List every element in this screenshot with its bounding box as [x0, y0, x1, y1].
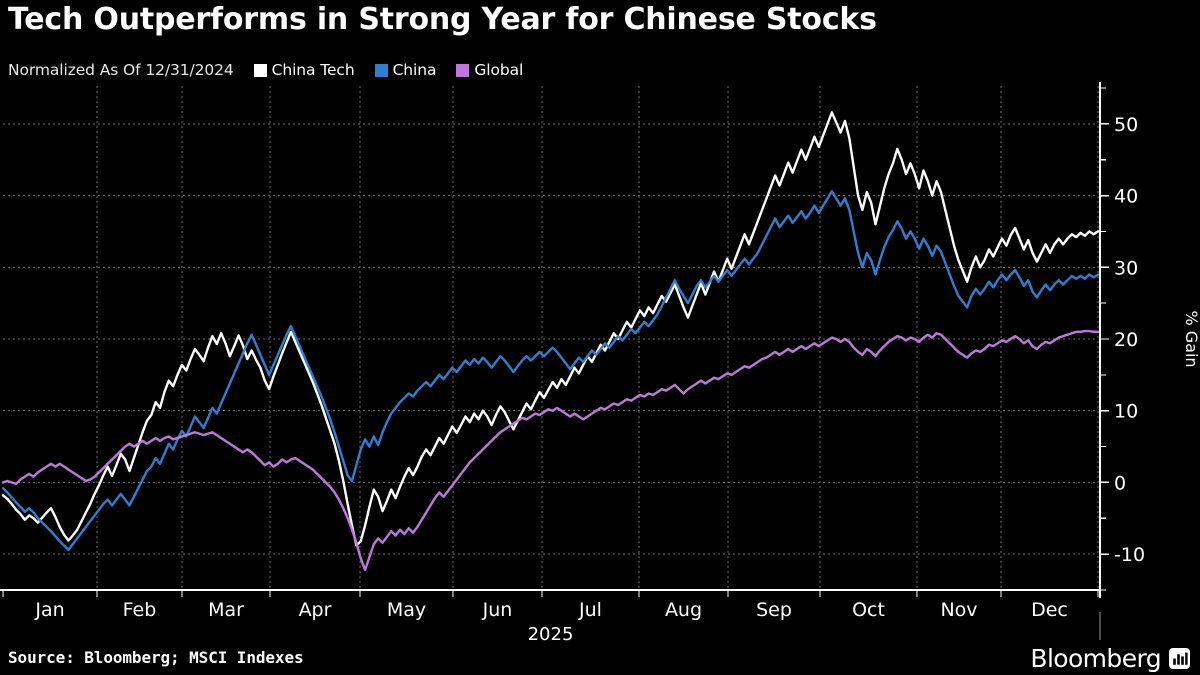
y-tick-label: 0 [1114, 472, 1126, 494]
legend-label-china-tech: China Tech [271, 61, 355, 79]
x-tick-label: Jun [482, 599, 513, 621]
x-tick-label: Dec [1031, 599, 1068, 621]
series-line-china [1, 190, 1100, 552]
y-tick-label: 50 [1114, 114, 1138, 136]
series-line-china-tech [1, 111, 1100, 547]
x-tick-label: Jul [578, 599, 602, 621]
legend-label-global: Global [474, 61, 524, 79]
y-tick-label: 30 [1114, 257, 1138, 279]
legend-swatch-china-tech [253, 63, 267, 77]
y-axis-title: % Gain [1182, 310, 1200, 367]
x-tick-label: Mar [208, 599, 244, 621]
series-line-global [1, 329, 1100, 572]
normalized-label: Normalized As Of 12/31/2024 [8, 61, 234, 79]
legend-label-china: China [392, 61, 437, 79]
y-tick-label: 10 [1114, 401, 1138, 423]
x-tick-label: Feb [123, 599, 157, 621]
legend-swatch-global [456, 63, 470, 77]
x-axis-title: 2025 [528, 624, 574, 645]
legend-item-china[interactable]: China [374, 61, 437, 79]
page-title: Tech Outperforms in Strong Year for Chin… [8, 2, 877, 37]
x-tick-label: Aug [665, 599, 702, 621]
legend: Normalized As Of 12/31/2024 China Tech C… [8, 60, 543, 80]
brand-label: Bloomberg [1030, 644, 1161, 673]
y-tick-label: -10 [1114, 544, 1145, 566]
source-note: Source: Bloomberg; MSCI Indexes [8, 648, 304, 667]
legend-item-global[interactable]: Global [456, 61, 523, 79]
legend-item-china-tech[interactable]: China Tech [253, 61, 355, 79]
legend-swatch-china [374, 63, 388, 77]
y-tick-label: 40 [1114, 186, 1138, 208]
x-tick-label: Apr [299, 599, 332, 621]
bloomberg-brand: Bloomberg [1030, 644, 1190, 673]
x-tick-label: Sep [756, 599, 792, 621]
x-tick-label: Oct [852, 599, 885, 621]
x-tick-label: Jan [34, 599, 64, 621]
x-tick-label: Nov [940, 599, 977, 621]
x-tick-label: May [387, 599, 426, 621]
y-tick-label: 20 [1114, 329, 1138, 351]
bloomberg-bars-icon [1169, 648, 1190, 669]
